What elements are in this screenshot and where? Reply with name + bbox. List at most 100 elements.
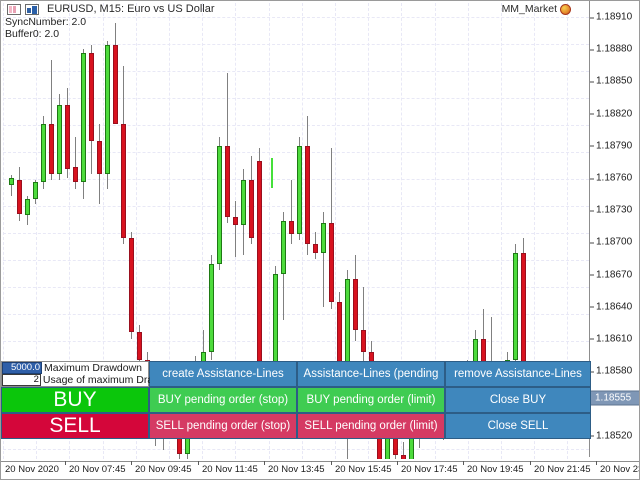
- max-drawdown-label: Maximum Drawdown: [44, 362, 143, 374]
- candle-wick: [322, 212, 324, 307]
- price-tick-label: 1.18820: [590, 108, 632, 119]
- price-tick-label: 1.18850: [590, 76, 632, 87]
- price-tick-label: 1.18790: [590, 140, 632, 151]
- candle-body-bearish: [352, 278, 358, 331]
- candlestick: [208, 3, 214, 459]
- candle-body-bullish: [32, 182, 38, 200]
- remove-assistance-lines-button[interactable]: remove Assistance-Lines: [445, 361, 591, 387]
- candle-body-bullish: [216, 145, 222, 264]
- candle-wick: [362, 287, 364, 363]
- candle-body-bearish: [96, 141, 102, 174]
- time-tick-label: 20 Nov 11:45: [202, 464, 258, 475]
- candlestick: [96, 3, 102, 459]
- input-row-usage-drawdown[interactable]: 2 Usage of maximum Dra: [2, 374, 150, 386]
- close-sell-button[interactable]: Close SELL: [445, 413, 591, 439]
- candlestick: [72, 3, 78, 459]
- time-tick-separator: [198, 461, 199, 465]
- time-tick-label: 20 Nov 15:45: [335, 464, 392, 475]
- current-price-badge: 1.18555: [590, 390, 639, 406]
- candlestick: [328, 3, 334, 459]
- sell-button[interactable]: SELL: [1, 413, 149, 439]
- time-tick-label: 20 Nov 21:45: [534, 464, 591, 475]
- time-tick-separator: [264, 461, 265, 465]
- max-drawdown-input[interactable]: 5000.0: [2, 362, 42, 374]
- candle-body-bearish: [328, 222, 334, 303]
- candlestick: [128, 3, 134, 459]
- candlestick: [512, 3, 518, 459]
- price-tick-label: 1.18700: [590, 237, 632, 248]
- candlestick: [312, 3, 318, 459]
- candle-body-bearish: [288, 220, 294, 234]
- candle-body-bullish: [24, 199, 30, 216]
- candle-body-bearish: [48, 124, 54, 174]
- candle-wick: [402, 441, 404, 459]
- candle-body-bullish: [296, 145, 302, 234]
- candlestick: [16, 3, 22, 459]
- create-assistance-lines-button[interactable]: create Assistance-Lines: [149, 361, 297, 387]
- smiley-face-icon: [560, 3, 571, 15]
- time-tick-label: 20 Nov 23:45: [600, 464, 639, 475]
- sell-pending-limit-button[interactable]: SELL pending order (limit): [297, 413, 445, 439]
- candle-body-bearish: [256, 160, 262, 389]
- green-marker-line: [271, 158, 273, 188]
- sell-pending-stop-button[interactable]: SELL pending order (stop): [149, 413, 297, 439]
- expert-name: MM_Market: [501, 3, 557, 15]
- candle-body-bearish: [360, 330, 366, 352]
- candle-body-bullish: [104, 44, 110, 174]
- time-tick-separator: [397, 461, 398, 465]
- candlestick: [104, 3, 110, 459]
- chart-window-icon: [7, 3, 21, 15]
- candlestick: [248, 3, 254, 459]
- time-tick-separator: [596, 461, 597, 465]
- candlestick: [400, 3, 406, 459]
- trade-panel[interactable]: 5000.0 Maximum Drawdown 2 Usage of maxim…: [1, 361, 591, 439]
- candle-wick: [490, 317, 492, 389]
- candle-body-bullish: [240, 180, 246, 226]
- candle-body-bullish: [320, 222, 326, 253]
- candle-body-bullish: [208, 263, 214, 352]
- candle-body-bearish: [224, 145, 230, 217]
- time-tick-separator: [530, 461, 531, 465]
- template-icon: [25, 3, 39, 15]
- time-tick-label: 20 Nov 13:45: [268, 464, 325, 475]
- usage-drawdown-input[interactable]: 2: [2, 374, 41, 386]
- candlestick: [280, 3, 286, 459]
- buy-pending-limit-button[interactable]: BUY pending order (limit): [297, 387, 445, 413]
- input-row-max-drawdown[interactable]: 5000.0 Maximum Drawdown: [2, 362, 150, 374]
- buy-pending-stop-button[interactable]: BUY pending order (stop): [149, 387, 297, 413]
- indicator-readout: SyncNumber: 2.0 Buffer0: 2.0: [5, 16, 86, 40]
- candlestick: [24, 3, 30, 459]
- candle-body-bullish: [56, 104, 62, 174]
- candlestick: [136, 3, 142, 459]
- candle-body-bullish: [40, 124, 46, 183]
- candlestick: [40, 3, 46, 459]
- time-axis[interactable]: 20 Nov 2020 20 Nov 07:45 20 Nov 09:45 20 No…: [1, 461, 639, 479]
- candle-body-bullish: [512, 252, 518, 361]
- candle-wick: [50, 59, 52, 181]
- indicator-sync-number: SyncNumber: 2.0: [5, 16, 87, 28]
- panel-inputs-block[interactable]: 5000.0 Maximum Drawdown 2 Usage of maxim…: [1, 361, 150, 387]
- price-tick-label: 1.18580: [590, 366, 632, 377]
- price-tick-label: 1.18520: [590, 430, 632, 441]
- candle-body-bearish: [88, 53, 94, 142]
- candle-wick: [74, 137, 76, 189]
- usage-drawdown-label: Usage of maximum Dra: [42, 374, 150, 386]
- page-title: EURUSD, M15: Euro vs US Dollar: [47, 3, 215, 15]
- candle-body-bearish: [304, 145, 310, 245]
- candlestick: [224, 3, 230, 459]
- candle-wick: [234, 201, 236, 258]
- buy-button[interactable]: BUY: [1, 387, 149, 413]
- candlestick: [360, 3, 366, 459]
- candlestick: [88, 3, 94, 459]
- time-tick-separator: [463, 461, 464, 465]
- candlestick: [304, 3, 310, 459]
- assistance-lines-pending-button[interactable]: Assistance-Lines (pending: [297, 361, 445, 387]
- candlestick: [56, 3, 62, 459]
- candle-body-bearish: [128, 237, 134, 333]
- candlestick: [32, 3, 38, 459]
- time-tick-label: 20 Nov 09:45: [135, 464, 192, 475]
- price-axis[interactable]: 1.18910 1.18880 1.18850 1.18820 1.18790 1.187…: [584, 1, 639, 457]
- indicator-buffer0: Buffer0: 2.0: [5, 28, 60, 40]
- candlestick: [352, 3, 358, 459]
- close-buy-button[interactable]: Close BUY: [445, 387, 591, 413]
